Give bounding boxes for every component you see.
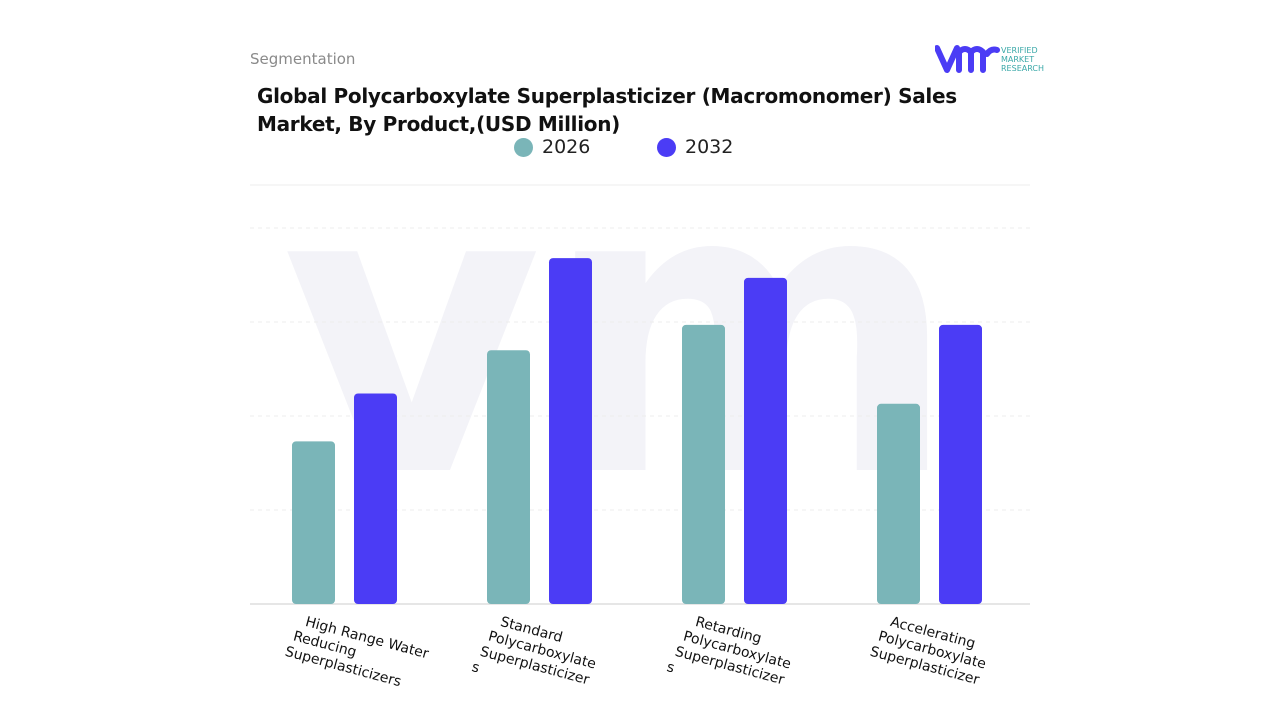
legend-label: 2026 — [542, 136, 591, 158]
bar-2026-0 — [292, 441, 335, 604]
chart-title: Global Polycarboxylate Superplasticizer … — [257, 84, 957, 136]
svg-text:VERIFIED: VERIFIED — [1001, 46, 1038, 55]
legend-item-2032: 2032 — [657, 136, 733, 158]
svg-text:RESEARCH: RESEARCH — [1001, 64, 1044, 73]
bar-2032-3 — [939, 324, 982, 604]
bar-2032-1 — [549, 258, 592, 604]
bar-2032-2 — [744, 277, 787, 604]
legend-swatch — [514, 137, 533, 157]
bar-2026-3 — [877, 403, 920, 604]
bar-2032-0 — [354, 393, 397, 604]
legend-item-2026: 2026 — [514, 136, 590, 158]
legend-swatch — [657, 137, 676, 157]
segment-label: Segmentation — [250, 50, 356, 68]
vmr-logo: VERIFIED MARKET RESEARCH — [934, 44, 1060, 80]
legend-label: 2032 — [685, 136, 734, 158]
bar-2026-1 — [487, 350, 530, 604]
bar-2026-2 — [682, 324, 725, 604]
svg-text:MARKET: MARKET — [1001, 55, 1034, 64]
